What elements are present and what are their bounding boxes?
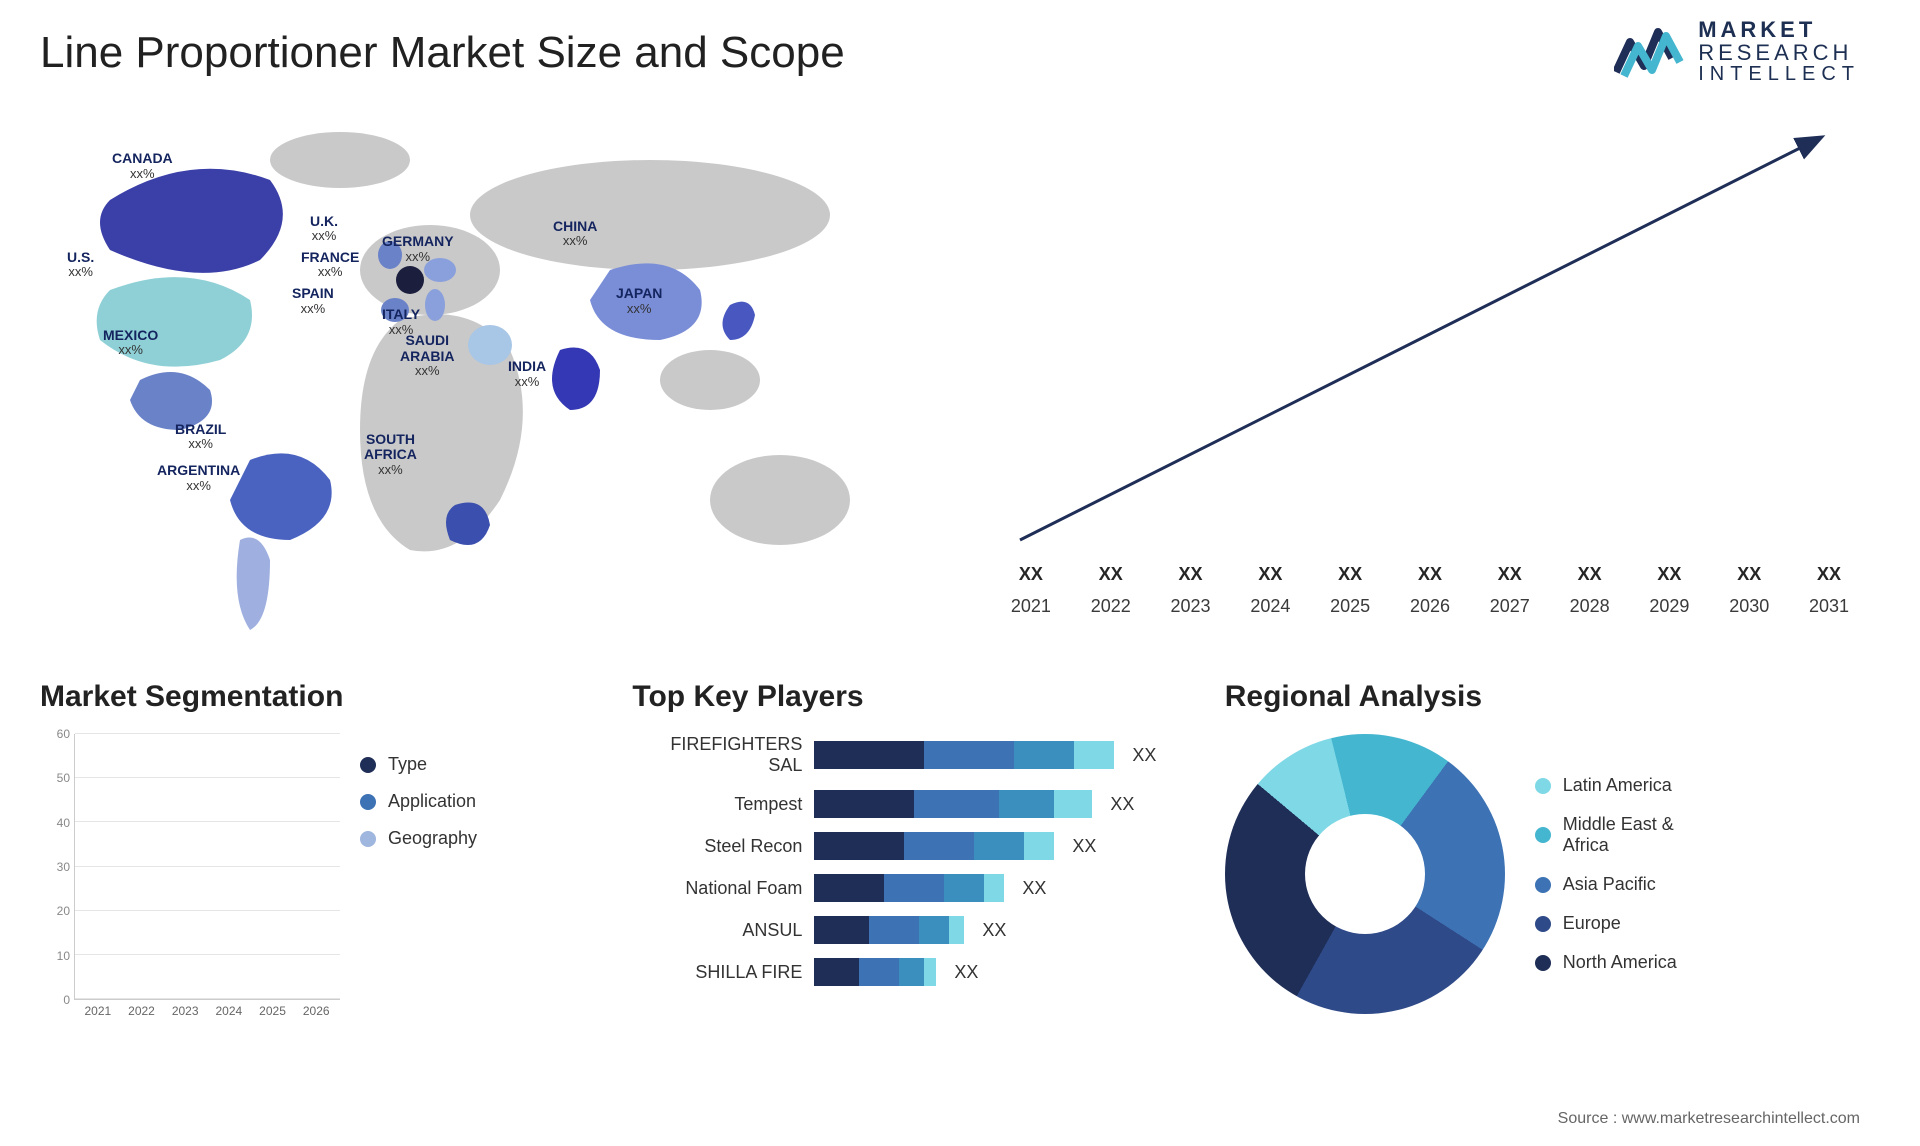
segmentation-legend-item: Application [360, 791, 477, 812]
map-label: INDIAxx% [508, 359, 546, 389]
main-chart-x-label: 2021 [1000, 590, 1062, 630]
key-player-bar [814, 916, 964, 944]
map-label: JAPANxx% [616, 286, 662, 316]
key-player-bar [814, 790, 1092, 818]
key-player-row: FIREFIGHTERS SAL XX [632, 734, 1184, 776]
key-player-value: XX [1016, 878, 1046, 899]
brand-logo-mark [1614, 22, 1684, 82]
regional-legend: Latin America Middle East &Africa Asia Pac… [1535, 775, 1677, 973]
segmentation-x-label: 2025 [255, 1004, 291, 1024]
map-label: CANADAxx% [112, 151, 173, 181]
segmentation-legend: Type Application Geography [360, 734, 477, 849]
main-chart-x-label: 2028 [1559, 590, 1621, 630]
map-label: BRAZILxx% [175, 422, 226, 452]
map-label: U.S.xx% [67, 250, 94, 280]
world-map: CANADAxx% U.S.xx% MEXICOxx% BRAZILxx% ARGENT… [40, 120, 940, 640]
map-label: GERMANYxx% [382, 234, 454, 264]
map-label: SAUDIARABIAxx% [400, 333, 454, 378]
regional-analysis-section: Regional Analysis Latin America Middle Ea… [1225, 680, 1860, 1024]
key-player-row: National Foam XX [632, 874, 1184, 902]
segmentation-x-label: 2022 [124, 1004, 160, 1024]
source-text: Source : www.marketresearchintellect.com [1558, 1110, 1860, 1128]
regional-legend-item: Middle East &Africa [1535, 814, 1677, 856]
segmentation-x-label: 2023 [167, 1004, 203, 1024]
key-player-value: XX [948, 962, 978, 983]
regional-legend-item: Europe [1535, 913, 1677, 934]
segmentation-bar-chart: 0102030405060 202120222023202420252026 [40, 734, 340, 1024]
segmentation-x-label: 2026 [298, 1004, 334, 1024]
map-country-argentina [237, 538, 270, 631]
map-country-brazil [230, 453, 332, 540]
main-chart-x-label: 2022 [1080, 590, 1142, 630]
map-label: FRANCExx% [301, 250, 359, 280]
main-chart-x-label: 2024 [1239, 590, 1301, 630]
segmentation-x-label: 2021 [80, 1004, 116, 1024]
key-player-value: XX [1066, 836, 1096, 857]
brand-logo-text: MARKET RESEARCH INTELLECT [1698, 18, 1860, 85]
key-player-label: Steel Recon [632, 836, 802, 857]
main-chart-x-label: 2029 [1639, 590, 1701, 630]
market-segmentation-section: Market Segmentation 0102030405060 202120… [40, 680, 592, 1024]
world-map-silhouette [40, 120, 940, 640]
key-player-label: SHILLA FIRE [632, 962, 802, 983]
key-players-section: Top Key Players FIREFIGHTERS SALXXTempes… [632, 680, 1184, 1024]
map-country-saudi [468, 325, 512, 365]
map-label: SOUTHAFRICAxx% [364, 432, 417, 477]
brand-logo: MARKET RESEARCH INTELLECT [1614, 18, 1860, 85]
key-players-title: Top Key Players [632, 680, 1184, 714]
map-country-india [552, 348, 600, 411]
main-chart-x-label: 2023 [1160, 590, 1222, 630]
key-player-row: ANSUL XX [632, 916, 1184, 944]
map-label: CHINAxx% [553, 219, 597, 249]
main-chart-x-label: 2027 [1479, 590, 1541, 630]
key-player-bar [814, 832, 1054, 860]
key-player-label: Tempest [632, 794, 802, 815]
segmentation-x-label: 2024 [211, 1004, 247, 1024]
key-player-label: ANSUL [632, 920, 802, 941]
key-player-row: SHILLA FIRE XX [632, 958, 1184, 986]
map-label: SPAINxx% [292, 286, 334, 316]
key-player-value: XX [976, 920, 1006, 941]
segmentation-legend-item: Geography [360, 828, 477, 849]
map-label: ARGENTINAxx% [157, 463, 240, 493]
segmentation-legend-item: Type [360, 754, 477, 775]
key-player-label: FIREFIGHTERS SAL [632, 734, 802, 776]
key-player-row: Steel Recon XX [632, 832, 1184, 860]
main-chart-x-label: 2025 [1319, 590, 1381, 630]
key-player-bar [814, 874, 1004, 902]
map-country-japan [723, 302, 756, 340]
regional-legend-item: North America [1535, 952, 1677, 973]
key-player-bar [814, 741, 1114, 769]
main-bar-chart: XXXXXXXXXXXXXXXXXXXXXX 20212022202320242… [1000, 120, 1860, 630]
regional-legend-item: Asia Pacific [1535, 874, 1677, 895]
key-player-label: National Foam [632, 878, 802, 899]
regional-analysis-title: Regional Analysis [1225, 680, 1860, 714]
map-country-canada [100, 169, 283, 273]
key-player-row: Tempest XX [632, 790, 1184, 818]
map-label: U.K.xx% [310, 214, 338, 244]
map-country-italy [425, 289, 445, 321]
page-title: Line Proportioner Market Size and Scope [40, 28, 845, 78]
map-country-southafrica [446, 503, 490, 546]
main-chart-x-label: 2031 [1798, 590, 1860, 630]
regional-donut-chart [1225, 734, 1505, 1014]
main-chart-x-label: 2030 [1718, 590, 1780, 630]
map-country-france [396, 266, 424, 294]
key-player-bar [814, 958, 936, 986]
map-label: MEXICOxx% [103, 328, 158, 358]
key-player-value: XX [1104, 794, 1134, 815]
main-chart-x-label: 2026 [1399, 590, 1461, 630]
key-player-value: XX [1126, 745, 1156, 766]
regional-legend-item: Latin America [1535, 775, 1677, 796]
market-segmentation-title: Market Segmentation [40, 680, 592, 714]
